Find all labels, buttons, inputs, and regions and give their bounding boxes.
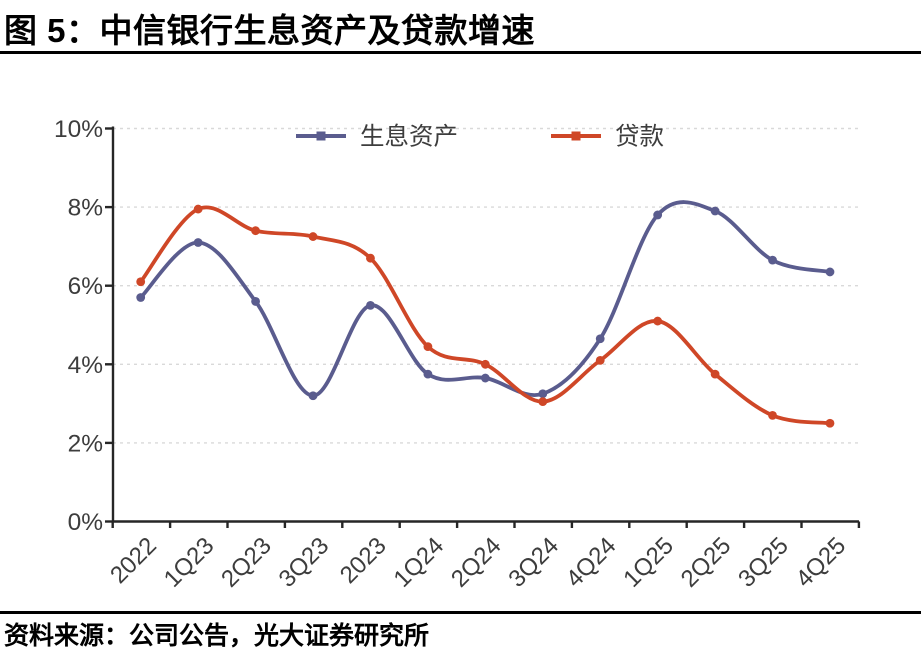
svg-text:2Q23: 2Q23 — [216, 532, 277, 593]
svg-text:3Q24: 3Q24 — [503, 532, 564, 593]
figure-title: 图 5：中信银行生息资产及贷款增速 — [4, 12, 536, 49]
svg-text:4%: 4% — [68, 352, 103, 379]
gridlines — [113, 127, 859, 444]
source-note: 资料来源：公司公告，光大证券研究所 — [4, 622, 430, 648]
legend-item-贷款: 贷款 — [551, 123, 664, 151]
legend-label: 贷款 — [615, 123, 664, 151]
svg-text:0%: 0% — [68, 509, 103, 536]
svg-text:2Q24: 2Q24 — [446, 532, 507, 593]
axes — [105, 126, 861, 528]
svg-text:2%: 2% — [68, 430, 103, 457]
svg-text:2Q25: 2Q25 — [676, 532, 737, 593]
svg-text:2022: 2022 — [105, 532, 162, 589]
series-生息资产 — [136, 200, 835, 401]
svg-text:1Q25: 1Q25 — [618, 532, 679, 593]
legend-item-生息资产: 生息资产 — [296, 123, 458, 151]
y-axis-labels: 0% 2% 4% 6% 8% 10% — [54, 116, 103, 536]
footer-divider — [0, 611, 921, 614]
legend-marker — [316, 131, 326, 141]
svg-text:3Q23: 3Q23 — [274, 532, 335, 593]
svg-text:4Q25: 4Q25 — [791, 532, 852, 593]
svg-text:4Q24: 4Q24 — [561, 532, 622, 593]
series-贷款 — [136, 204, 835, 428]
svg-text:1Q24: 1Q24 — [389, 532, 450, 593]
title-divider — [0, 51, 921, 54]
svg-text:2023: 2023 — [335, 532, 392, 589]
svg-text:10%: 10% — [54, 116, 103, 143]
svg-text:8%: 8% — [68, 195, 103, 222]
svg-text:6%: 6% — [68, 273, 103, 300]
legend-marker — [571, 131, 581, 141]
legend: 生息资产 贷款 — [296, 123, 664, 151]
legend-label: 生息资产 — [360, 123, 458, 151]
svg-text:3Q25: 3Q25 — [733, 532, 794, 593]
svg-text:1Q23: 1Q23 — [159, 532, 220, 593]
